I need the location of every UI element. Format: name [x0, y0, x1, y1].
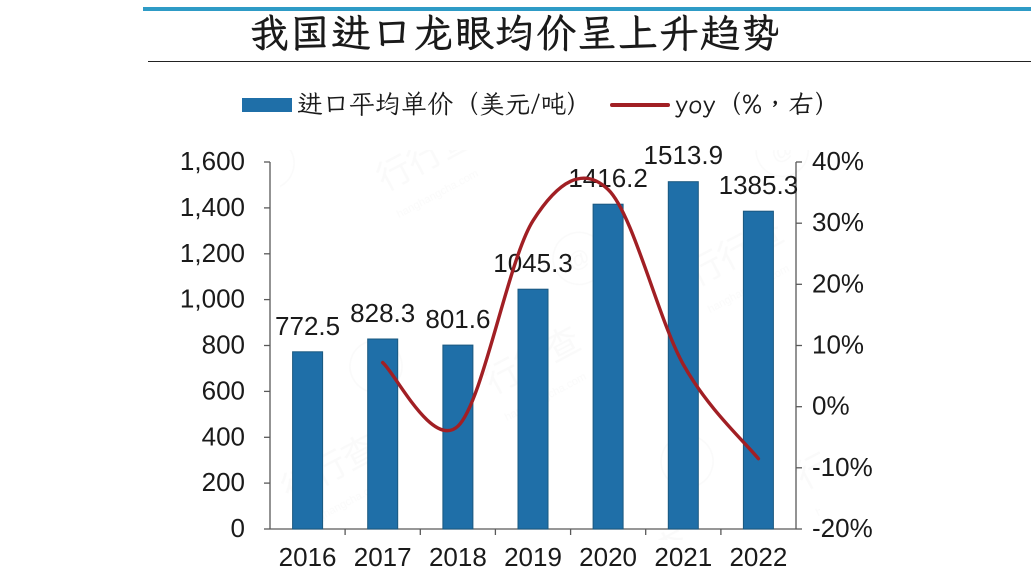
- svg-text:20%: 20%: [812, 268, 864, 298]
- svg-text:-20%: -20%: [812, 513, 873, 543]
- svg-text:772.5: 772.5: [275, 311, 340, 341]
- svg-text:1385.3: 1385.3: [719, 170, 799, 200]
- svg-text:-10%: -10%: [812, 452, 873, 482]
- svg-text:400: 400: [202, 421, 245, 451]
- svg-text:0%: 0%: [812, 391, 850, 421]
- svg-text:40%: 40%: [812, 146, 864, 176]
- svg-text:828.3: 828.3: [350, 298, 415, 328]
- svg-text:2017: 2017: [354, 542, 412, 572]
- svg-text:600: 600: [202, 375, 245, 405]
- svg-text:10%: 10%: [812, 330, 864, 360]
- svg-text:1,000: 1,000: [180, 284, 245, 314]
- svg-text:801.6: 801.6: [425, 304, 490, 334]
- svg-text:2016: 2016: [279, 542, 337, 572]
- svg-text:2018: 2018: [429, 542, 487, 572]
- svg-text:1,600: 1,600: [180, 146, 245, 176]
- svg-text:2019: 2019: [504, 542, 562, 572]
- svg-text:800: 800: [202, 330, 245, 360]
- svg-text:30%: 30%: [812, 207, 864, 237]
- svg-text:200: 200: [202, 467, 245, 497]
- svg-text:1,200: 1,200: [180, 238, 245, 268]
- svg-text:1513.9: 1513.9: [644, 140, 724, 170]
- svg-text:2022: 2022: [729, 542, 787, 572]
- svg-text:1045.3: 1045.3: [493, 248, 573, 278]
- svg-text:2021: 2021: [654, 542, 712, 572]
- svg-text:2020: 2020: [579, 542, 637, 572]
- svg-text:1,400: 1,400: [180, 192, 245, 222]
- svg-text:0: 0: [231, 513, 245, 543]
